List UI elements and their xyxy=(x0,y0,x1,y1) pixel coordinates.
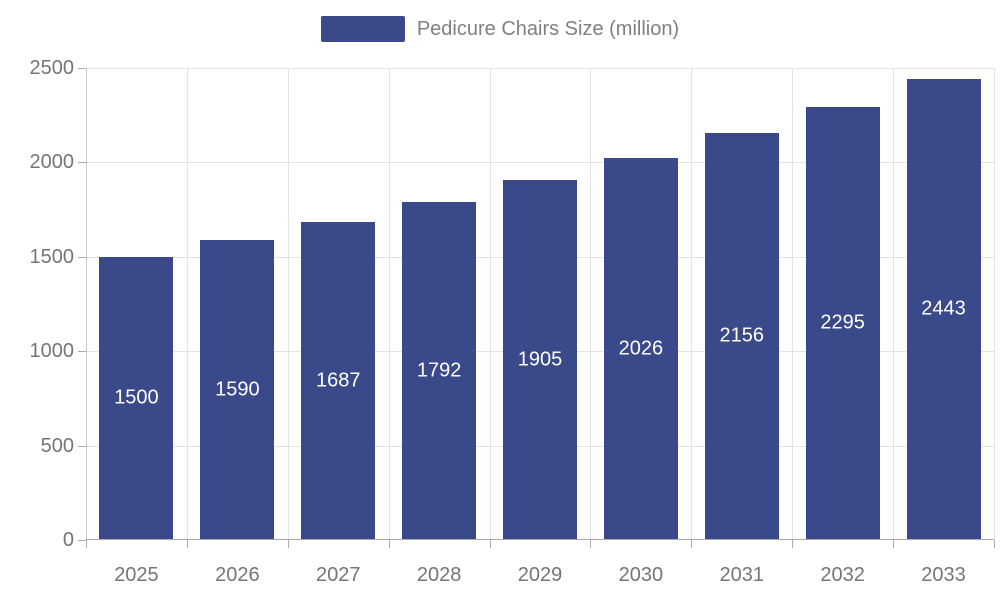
y-axis-tick-label: 0 xyxy=(62,529,74,551)
x-axis-tick-mark xyxy=(287,540,289,548)
y-axis-tick-mark xyxy=(78,162,86,164)
bar-value-label: 2295 xyxy=(820,311,865,334)
x-axis-tick-label: 2026 xyxy=(215,564,260,586)
bar-2026[interactable]: 1590 xyxy=(200,239,275,540)
x-axis-tick-label: 2030 xyxy=(618,564,664,586)
x-axis-tick-mark xyxy=(388,540,390,548)
bar-value-label: 1590 xyxy=(215,378,260,401)
x-axis-tick-mark xyxy=(186,540,188,548)
bar-value-label: 2026 xyxy=(618,337,664,360)
gridline-vertical xyxy=(388,68,390,540)
x-axis-tick-mark xyxy=(792,540,794,548)
x-axis-line xyxy=(86,539,994,540)
gridline-vertical xyxy=(186,68,188,540)
bar-value-label: 1905 xyxy=(517,348,563,371)
legend-label: Pedicure Chairs Size (million) xyxy=(416,17,680,40)
bar-value-label: 2443 xyxy=(921,297,966,320)
legend-item[interactable]: Pedicure Chairs Size (million) xyxy=(0,16,1000,42)
x-axis-tick-label: 2031 xyxy=(719,564,765,586)
x-axis-tick-label: 2025 xyxy=(114,564,159,586)
bar-2033[interactable]: 2443 xyxy=(906,78,981,540)
gridline-vertical xyxy=(994,68,995,540)
x-axis-tick-mark xyxy=(590,540,592,548)
bar-2025[interactable]: 1500 xyxy=(99,256,174,540)
x-axis-tick-label: 2028 xyxy=(416,564,462,586)
gridline-vertical xyxy=(893,68,895,540)
y-axis-tick-mark xyxy=(78,445,86,447)
x-axis-tick-label: 2027 xyxy=(315,564,361,586)
bar-2027[interactable]: 1687 xyxy=(301,221,376,540)
y-axis-tick-mark xyxy=(78,351,86,353)
x-axis-tick-mark xyxy=(893,540,895,548)
x-axis-tick-mark xyxy=(86,540,87,548)
gridline-vertical xyxy=(691,68,693,540)
x-axis-tick-label: 2033 xyxy=(921,564,966,586)
gridline-horizontal xyxy=(86,162,994,164)
gridline-vertical xyxy=(287,68,289,540)
bar-2031[interactable]: 2156 xyxy=(704,132,779,540)
y-axis-tick-mark xyxy=(78,256,86,258)
y-axis-tick-label: 500 xyxy=(40,434,74,457)
x-axis-tick-label: 2029 xyxy=(517,564,563,586)
y-axis-line xyxy=(86,68,87,540)
gridline-vertical xyxy=(590,68,592,540)
y-axis-tick-label: 2000 xyxy=(29,151,75,174)
bar-2029[interactable]: 1905 xyxy=(503,180,577,540)
bar-value-label: 1687 xyxy=(315,369,361,392)
legend-swatch xyxy=(320,16,405,42)
gridline-horizontal xyxy=(86,68,994,69)
bar-value-label: 2156 xyxy=(719,324,765,347)
y-axis-tick-label: 1500 xyxy=(29,245,75,268)
gridline-vertical xyxy=(792,68,794,540)
x-axis-tick-mark xyxy=(994,540,995,548)
bar-2028[interactable]: 1792 xyxy=(402,201,477,540)
x-axis-tick-mark xyxy=(691,540,693,548)
x-axis-tick-label: 2032 xyxy=(820,564,865,586)
bar-2032[interactable]: 2295 xyxy=(805,106,880,540)
bar-value-label: 1792 xyxy=(416,359,462,382)
y-axis-tick-label: 1000 xyxy=(29,340,75,363)
x-axis-tick-mark xyxy=(489,540,491,548)
bar-2030[interactable]: 2026 xyxy=(603,157,678,540)
plot-area: 1500 1590 1687 1792 1905 2026 2156 2295 2443 xyxy=(86,68,995,540)
y-axis-tick-mark xyxy=(78,540,86,541)
bar-value-label: 1500 xyxy=(114,386,159,409)
gridline-vertical xyxy=(489,68,491,540)
y-axis-tick-label: 2500 xyxy=(29,57,75,79)
y-axis-tick-mark xyxy=(78,68,86,69)
